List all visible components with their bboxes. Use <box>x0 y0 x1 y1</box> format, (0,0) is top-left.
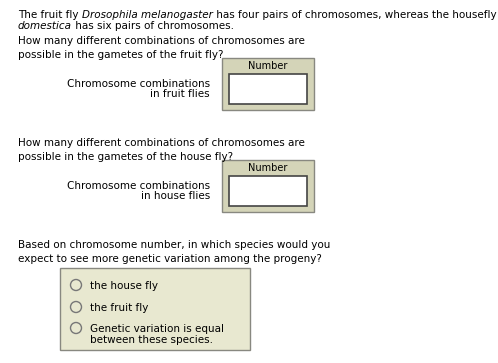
FancyBboxPatch shape <box>222 160 314 212</box>
Text: in house flies: in house flies <box>141 191 210 201</box>
Text: Number: Number <box>249 163 288 173</box>
Text: Based on chromosome number, in which species would you
expect to see more geneti: Based on chromosome number, in which spe… <box>18 240 330 264</box>
Text: Genetic variation is equal: Genetic variation is equal <box>90 324 224 334</box>
Text: Number: Number <box>249 61 288 71</box>
FancyBboxPatch shape <box>229 176 307 206</box>
Text: Chromosome combinations: Chromosome combinations <box>67 181 210 191</box>
Text: in fruit flies: in fruit flies <box>150 89 210 99</box>
Text: the house fly: the house fly <box>90 281 158 291</box>
Text: has six pairs of chromosomes.: has six pairs of chromosomes. <box>72 21 234 31</box>
Circle shape <box>71 322 82 334</box>
Text: the fruit fly: the fruit fly <box>90 303 148 313</box>
Text: domestica: domestica <box>18 21 72 31</box>
FancyBboxPatch shape <box>229 74 307 104</box>
FancyBboxPatch shape <box>60 268 250 350</box>
Text: Drosophila melanogaster: Drosophila melanogaster <box>82 10 213 20</box>
Text: Chromosome combinations: Chromosome combinations <box>67 79 210 89</box>
Text: How many different combinations of chromosomes are
possible in the gametes of th: How many different combinations of chrom… <box>18 36 305 60</box>
Text: between these species.: between these species. <box>90 335 213 345</box>
FancyBboxPatch shape <box>222 58 314 110</box>
Text: has four pairs of chromosomes, whereas the housefly: has four pairs of chromosomes, whereas t… <box>213 10 498 20</box>
Text: How many different combinations of chromosomes are
possible in the gametes of th: How many different combinations of chrom… <box>18 138 305 162</box>
Circle shape <box>71 302 82 313</box>
Circle shape <box>71 280 82 290</box>
Text: The fruit fly: The fruit fly <box>18 10 82 20</box>
